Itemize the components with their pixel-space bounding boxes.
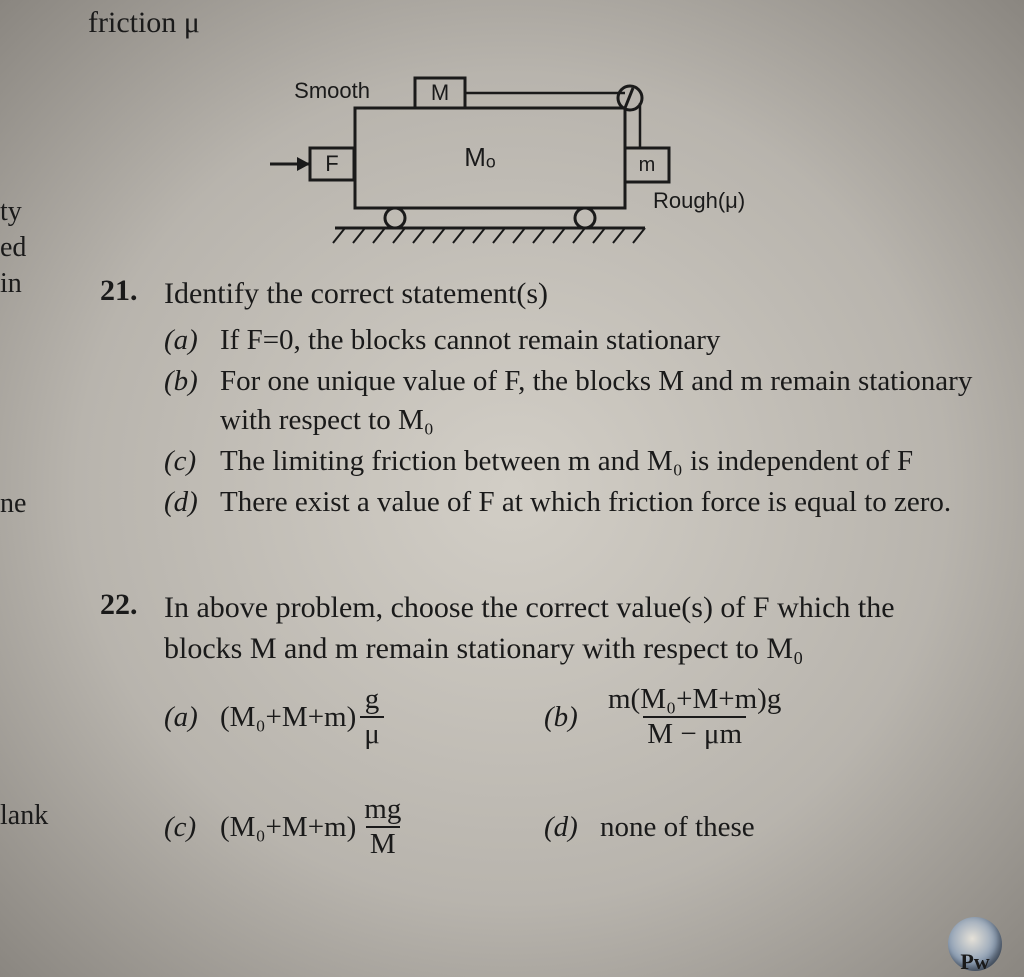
option-label: (c): [164, 442, 220, 481]
option-prefix: (M₀+M+m): [220, 811, 356, 844]
header-fragment: friction μ: [88, 6, 200, 40]
fraction-denominator: M − μm: [643, 716, 746, 751]
option-label: (a): [164, 321, 220, 360]
cut-text-lank: lank: [0, 800, 48, 832]
option-label: (d): [544, 811, 600, 844]
option-text: There exist a value of F at which fricti…: [220, 483, 980, 522]
q21-option-c: (c) The limiting friction between m and …: [164, 442, 980, 481]
label-M: M: [431, 80, 449, 105]
option-label: (d): [164, 483, 220, 522]
cut-text-in: in: [0, 268, 22, 300]
q22-option-d: (d) none of these: [544, 811, 1004, 844]
q22-stem: In above problem, choose the correct val…: [164, 588, 980, 669]
publisher-logo: Pᴡ: [948, 917, 1002, 971]
label-rough: Rough(μ): [653, 188, 745, 213]
option-label: (a): [164, 701, 220, 734]
question-21: 21. Identify the correct statement(s) (a…: [100, 274, 980, 524]
option-text: The limiting friction between m and M₀ i…: [220, 442, 980, 481]
label-smooth: Smooth: [294, 78, 370, 103]
label-F: F: [325, 151, 338, 176]
q21-option-d: (d) There exist a value of F at which fr…: [164, 483, 980, 522]
q21-option-b: (b) For one unique value of F, the block…: [164, 362, 980, 440]
option-prefix: (M₀+M+m): [220, 701, 356, 734]
cut-text-ed: ed: [0, 232, 26, 264]
q22-option-b: (b) m(M₀+M+m)g M − μm: [544, 683, 1004, 751]
q21-number: 21.: [100, 274, 138, 308]
fraction: m(M₀+M+m)g M − μm: [604, 683, 785, 751]
question-22: 22. In above problem, choose the correct…: [100, 588, 980, 861]
q21-option-a: (a) If F=0, the blocks cannot remain sta…: [164, 321, 980, 360]
option-label: (b): [544, 701, 600, 734]
label-m: m: [639, 154, 656, 176]
fraction: g μ: [360, 683, 384, 751]
q22-number: 22.: [100, 588, 138, 622]
fraction-numerator: m(M₀+M+m)g: [604, 683, 785, 716]
q21-options: (a) If F=0, the blocks cannot remain sta…: [164, 321, 980, 523]
q22-option-c: (c) (M₀+M+m) mg M: [164, 793, 544, 861]
fraction-denominator: μ: [360, 716, 384, 751]
cut-text-ty: ty: [0, 196, 22, 228]
fraction-denominator: M: [366, 826, 400, 861]
cut-text-ne: ne: [0, 488, 26, 520]
option-text: For one unique value of F, the blocks M …: [220, 362, 980, 440]
logo-text: Pᴡ: [960, 949, 989, 975]
page: friction μ ty ed in ne lank: [0, 0, 1024, 977]
fraction-numerator: g: [361, 683, 384, 716]
option-text: none of these: [600, 811, 755, 844]
q22-options: (a) (M₀+M+m) g μ (b) m(M₀+M+m)g M − μm (…: [164, 683, 980, 861]
physics-diagram: Mₒ M Smooth m Rough(μ) F: [215, 48, 775, 248]
q21-stem: Identify the correct statement(s): [164, 274, 980, 315]
option-label: (c): [164, 811, 220, 844]
option-text: If F=0, the blocks cannot remain station…: [220, 321, 980, 360]
option-label: (b): [164, 362, 220, 401]
fraction: mg M: [360, 793, 405, 861]
label-M0: Mₒ: [464, 142, 496, 172]
fraction-numerator: mg: [360, 793, 405, 826]
q22-option-a: (a) (M₀+M+m) g μ: [164, 683, 544, 751]
